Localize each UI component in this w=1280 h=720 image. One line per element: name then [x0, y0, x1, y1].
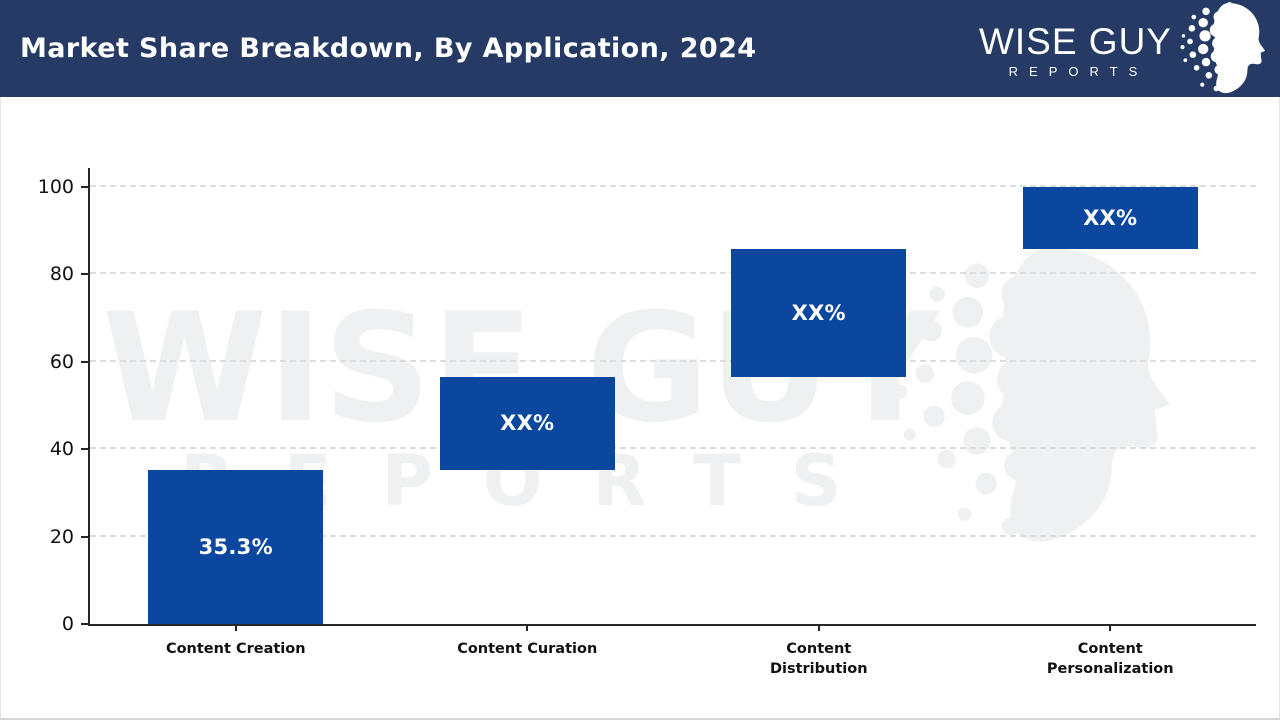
gridline	[90, 272, 1256, 275]
y-tick-mark	[81, 360, 88, 363]
bar-content-distribution: XX%	[731, 248, 907, 378]
y-tick-mark	[81, 448, 88, 451]
gridline	[90, 359, 1256, 362]
y-tick-label: 60	[49, 350, 74, 373]
y-tick-mark	[81, 623, 88, 625]
y-tick-mark	[81, 273, 88, 276]
page-bottom-border	[0, 718, 1280, 720]
bar-value-label: XX%	[500, 411, 555, 436]
bar-content-curation: XX%	[439, 377, 615, 470]
plot-area: 0 20 40 60 80 100 35.3% Content Creation XX% Cont…	[38, 168, 1256, 677]
x-tick-mark	[234, 624, 237, 631]
gridline	[90, 185, 1256, 187]
y-tick-mark	[81, 535, 88, 538]
x-tick-mark	[817, 624, 820, 631]
wiseguy-head-icon	[1174, 2, 1270, 96]
logo-text: WISE GUY REPORTS	[979, 23, 1172, 79]
y-tick-label: 40	[49, 438, 74, 461]
y-tick-label: 20	[49, 525, 74, 548]
y-tick-label: 100	[37, 176, 74, 198]
bar-value-label: XX%	[791, 300, 846, 325]
bar-content-personalization: XX%	[1022, 187, 1198, 249]
header-banner: Market Share Breakdown, By Application, …	[0, 0, 1280, 97]
y-tick-label: 80	[49, 263, 74, 286]
gridline	[90, 447, 1256, 450]
y-tick-mark	[81, 186, 88, 188]
x-tick-mark	[1109, 624, 1112, 631]
logo-wordmark: WISE GUY	[978, 20, 1172, 62]
x-axis-category-label: Content Personalization	[1046, 641, 1174, 678]
wiseguy-logo: WISE GUY REPORTS	[979, 0, 1270, 97]
x-axis-category-label: Content Curation	[457, 641, 598, 657]
x-axis-category-label: Content Creation	[165, 641, 306, 657]
logo-subtitle: REPORTS	[1008, 63, 1149, 79]
bar-value-label: 35.3%	[198, 534, 273, 559]
x-axis-category-label: Content Distribution	[769, 641, 868, 678]
gridline	[90, 534, 1256, 537]
bar-value-label: XX%	[1083, 205, 1138, 230]
chart-title: Market Share Breakdown, By Application, …	[20, 33, 757, 64]
y-tick-label: 0	[61, 613, 74, 635]
bar-content-creation: 35.3%	[148, 469, 324, 624]
x-tick-mark	[526, 624, 529, 631]
